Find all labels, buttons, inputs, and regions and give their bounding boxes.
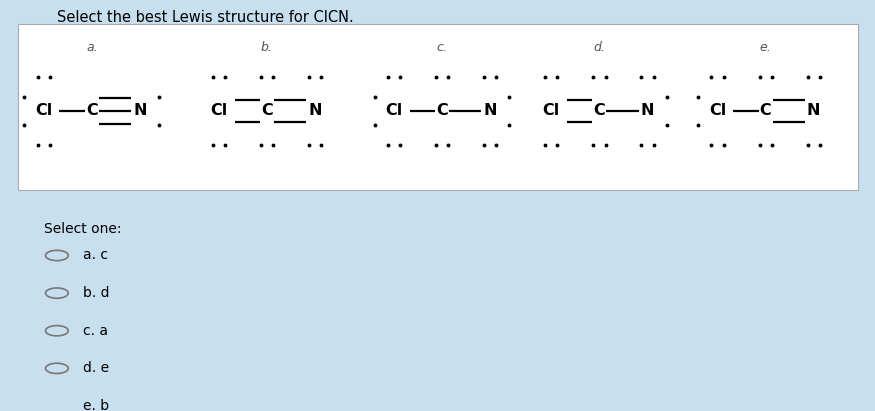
Text: Cl: Cl [385, 104, 402, 118]
Text: N: N [807, 104, 821, 118]
Text: c. a: c. a [83, 324, 108, 338]
Text: C: C [436, 104, 448, 118]
Text: C: C [593, 104, 605, 118]
Text: N: N [640, 104, 654, 118]
FancyBboxPatch shape [18, 24, 858, 190]
Text: Cl: Cl [709, 104, 726, 118]
Text: e. b: e. b [83, 399, 109, 411]
Text: d. e: d. e [83, 361, 109, 375]
Text: a. c: a. c [83, 249, 108, 263]
Text: Cl: Cl [542, 104, 560, 118]
Text: Select one:: Select one: [44, 222, 122, 236]
Text: Cl: Cl [210, 104, 228, 118]
Text: b.: b. [261, 41, 273, 54]
Text: N: N [133, 104, 147, 118]
Text: N: N [308, 104, 322, 118]
Text: b. d: b. d [83, 286, 109, 300]
Text: d.: d. [593, 41, 605, 54]
Text: C: C [261, 104, 273, 118]
Text: a.: a. [86, 41, 98, 54]
Text: Cl: Cl [35, 104, 52, 118]
Text: C: C [760, 104, 772, 118]
Text: c.: c. [437, 41, 447, 54]
Text: e.: e. [760, 41, 772, 54]
Text: Select the best Lewis structure for ClCN.: Select the best Lewis structure for ClCN… [57, 10, 354, 25]
Text: N: N [483, 104, 497, 118]
Text: C: C [86, 104, 98, 118]
